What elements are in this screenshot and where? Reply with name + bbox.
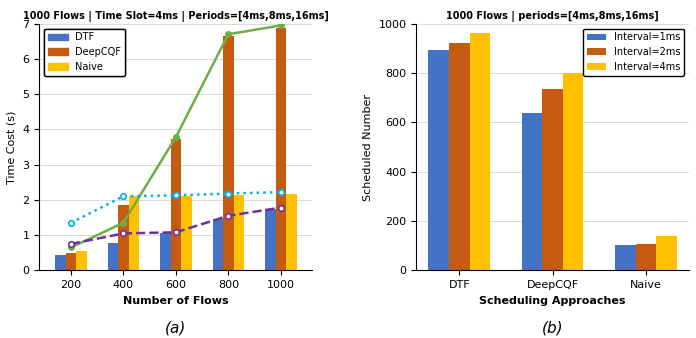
- Text: (b): (b): [541, 320, 563, 335]
- Bar: [160, 233, 171, 270]
- Bar: [635, 244, 656, 270]
- Bar: [171, 139, 181, 270]
- Bar: [276, 28, 286, 270]
- Y-axis label: Scheduled Number: Scheduled Number: [363, 94, 373, 200]
- Bar: [129, 196, 139, 270]
- Title: 1000 Flows | periods=[4ms,8ms,16ms]: 1000 Flows | periods=[4ms,8ms,16ms]: [446, 11, 659, 23]
- Legend: Interval=1ms, Interval=2ms, Interval=4ms: Interval=1ms, Interval=2ms, Interval=4ms: [583, 28, 684, 76]
- Legend: DTF, DeepCQF, Naive: DTF, DeepCQF, Naive: [45, 28, 125, 76]
- Bar: [656, 236, 677, 270]
- Bar: [265, 209, 276, 270]
- Bar: [429, 50, 449, 270]
- Y-axis label: Time Cost (s): Time Cost (s): [7, 110, 17, 184]
- X-axis label: Number of Flows: Number of Flows: [123, 296, 229, 306]
- Bar: [55, 255, 65, 270]
- Title: 1000 Flows | Time Slot=4ms | Periods=[4ms,8ms,16ms]: 1000 Flows | Time Slot=4ms | Periods=[4m…: [23, 11, 329, 23]
- Bar: [108, 243, 118, 270]
- Bar: [522, 113, 542, 270]
- Bar: [470, 33, 490, 270]
- Bar: [234, 195, 244, 270]
- Bar: [223, 36, 234, 270]
- Text: (a): (a): [165, 320, 187, 335]
- Bar: [118, 205, 129, 270]
- Bar: [449, 43, 470, 270]
- Bar: [615, 245, 635, 270]
- Bar: [181, 196, 191, 270]
- Bar: [76, 251, 86, 270]
- Bar: [212, 219, 223, 270]
- X-axis label: Scheduling Approaches: Scheduling Approaches: [480, 296, 626, 306]
- Bar: [563, 73, 583, 270]
- Bar: [65, 253, 76, 270]
- Bar: [286, 194, 296, 270]
- Bar: [542, 89, 563, 270]
